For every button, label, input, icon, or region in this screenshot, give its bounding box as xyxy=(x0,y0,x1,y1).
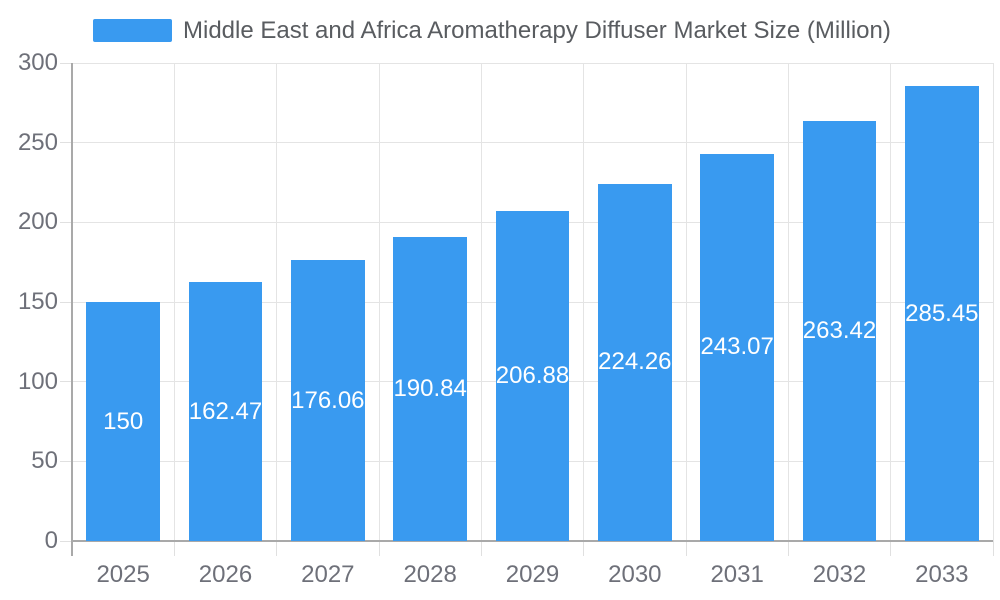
y-axis-tick xyxy=(60,460,72,462)
y-axis-tick xyxy=(60,381,72,383)
x-axis-tick xyxy=(787,541,789,556)
x-axis-label: 2033 xyxy=(915,561,969,588)
x-axis-tick xyxy=(992,541,994,556)
y-axis-label: 100 xyxy=(17,367,58,395)
y-axis-tick xyxy=(60,301,72,303)
bar[interactable] xyxy=(495,211,570,541)
x-axis-tick xyxy=(685,541,687,556)
bar[interactable] xyxy=(904,86,979,541)
y-axis-tick xyxy=(60,540,72,542)
x-axis-line xyxy=(72,540,993,542)
bar-value-label: 285.45 xyxy=(905,299,979,327)
x-axis-label: 2027 xyxy=(301,561,355,588)
x-axis-label: 2025 xyxy=(96,561,150,588)
y-axis-tick xyxy=(60,221,72,223)
x-axis-tick xyxy=(890,541,892,556)
bar-value-label: 190.84 xyxy=(393,375,467,403)
legend[interactable]: Middle East and Africa Aromatherapy Diff… xyxy=(93,17,891,45)
x-axis-tick xyxy=(378,541,380,556)
bar[interactable] xyxy=(700,153,774,541)
x-axis-label: 2031 xyxy=(710,561,764,588)
bar-value-label: 243.07 xyxy=(700,333,774,361)
x-axis-label: 2029 xyxy=(505,561,560,588)
v-gridline xyxy=(992,63,994,541)
bar[interactable] xyxy=(188,282,263,541)
x-axis-label: 2026 xyxy=(198,561,253,588)
y-axis-tick xyxy=(60,62,72,64)
y-axis-label: 150 xyxy=(17,288,58,316)
bar-value-label: 176.06 xyxy=(291,386,365,414)
bar[interactable] xyxy=(290,260,365,541)
bar-value-label: 206.88 xyxy=(495,362,570,390)
x-axis-label: 2028 xyxy=(403,561,457,588)
x-axis-tick xyxy=(173,541,175,556)
x-axis-tick xyxy=(480,541,482,556)
y-axis-label: 0 xyxy=(44,527,58,555)
legend-label[interactable]: Middle East and Africa Aromatherapy Diff… xyxy=(183,17,891,44)
legend-swatch-icon[interactable] xyxy=(93,19,172,43)
y-axis-label: 200 xyxy=(17,208,58,236)
y-axis-label: 50 xyxy=(31,447,58,475)
bar[interactable] xyxy=(802,121,877,541)
h-gridline xyxy=(72,142,993,144)
h-gridline xyxy=(72,62,993,64)
y-axis-tick xyxy=(60,142,72,144)
bar[interactable] xyxy=(393,236,467,541)
x-axis-label: 2030 xyxy=(608,561,662,588)
x-axis-tick xyxy=(583,541,585,556)
y-axis-label: 250 xyxy=(17,128,58,156)
bar-value-label: 224.26 xyxy=(598,348,672,376)
bar-value-label: 150 xyxy=(103,407,144,435)
y-axis-label: 300 xyxy=(17,49,58,77)
bar[interactable] xyxy=(86,302,160,541)
y-axis-line xyxy=(71,63,73,556)
bar-value-label: 263.42 xyxy=(802,317,877,345)
x-axis-tick xyxy=(276,541,278,556)
bar[interactable] xyxy=(597,183,672,541)
x-axis-label: 2032 xyxy=(812,561,867,588)
bar-value-label: 162.47 xyxy=(188,397,263,425)
